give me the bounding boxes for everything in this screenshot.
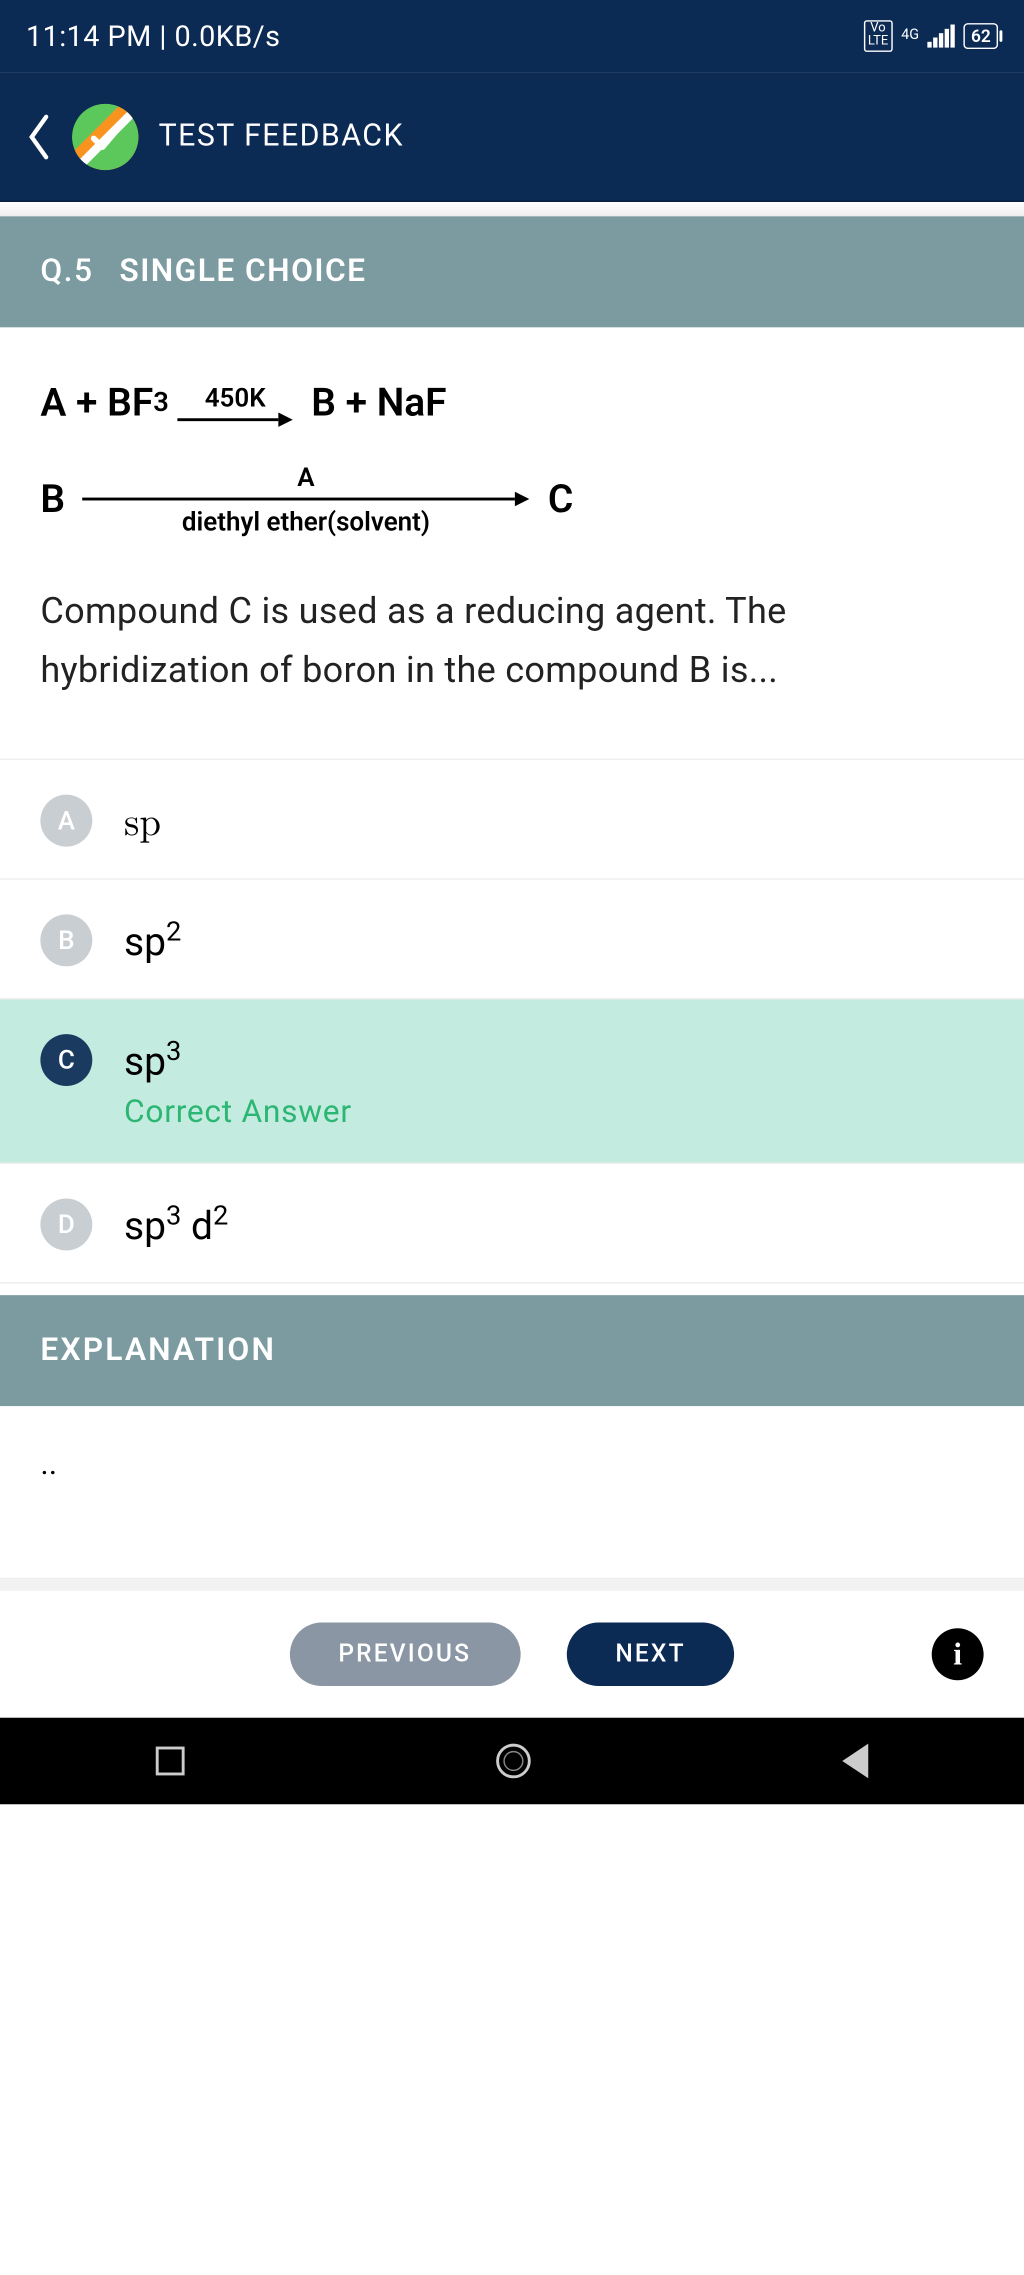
option-b-text: sp2 — [124, 912, 181, 967]
eq1-sub: 3 — [153, 382, 169, 423]
app-header: TEST FEEDBACK — [0, 72, 1024, 202]
network-4g-icon: 4G — [901, 29, 919, 43]
next-button[interactable]: NEXT — [566, 1623, 734, 1686]
options-list: A sp B sp2 C sp3 Correct Answer D sp3 d2 — [0, 759, 1024, 1284]
eq1-left: A + BF — [40, 374, 153, 432]
clock-text: 11:14 PM — [26, 19, 152, 54]
check-badge-icon — [72, 103, 138, 169]
explanation-header: EXPLANATION — [0, 1295, 1024, 1406]
option-c-text: sp3 — [124, 1031, 352, 1086]
option-a[interactable]: A sp — [0, 760, 1024, 880]
signal-icon — [928, 25, 955, 48]
equation-2: B A diethyl ether(solvent) C — [40, 458, 983, 542]
question-prompt: Compound C is used as a reducing agent. … — [40, 582, 983, 701]
status-bar: 11:14 PM | 0.0KB/s VoLTE 4G 62 — [0, 0, 1024, 72]
option-d-badge: D — [40, 1199, 92, 1251]
option-b[interactable]: B sp2 — [0, 880, 1024, 1000]
option-c[interactable]: C sp3 Correct Answer — [0, 999, 1024, 1163]
info-button[interactable]: i — [932, 1628, 984, 1680]
correct-answer-label: Correct Answer — [124, 1095, 352, 1131]
option-b-badge: B — [40, 914, 92, 966]
separator: | — [159, 19, 174, 54]
option-a-text: sp — [124, 792, 161, 847]
question-header: Q.5 SINGLE CHOICE — [0, 216, 1024, 327]
eq2-left: B — [40, 471, 65, 529]
status-time: 11:14 PM | 0.0KB/s — [26, 19, 280, 54]
equation-1: A + BF3 450K B + NaF — [40, 374, 983, 432]
net-speed: 0.0KB/s — [174, 19, 280, 54]
option-c-content: sp3 Correct Answer — [124, 1031, 352, 1131]
question-number: Q.5 — [40, 254, 93, 290]
previous-button[interactable]: PREVIOUS — [289, 1623, 520, 1686]
option-a-badge: A — [40, 795, 92, 847]
button-row: PREVIOUS NEXT i — [0, 1591, 1024, 1718]
battery-level: 62 — [971, 26, 991, 46]
option-d-text: sp3 d2 — [124, 1196, 228, 1251]
arrow-2-label-bot: diethyl ether(solvent) — [182, 503, 430, 542]
volte-icon: VoLTE — [864, 20, 893, 52]
question-type: SINGLE CHOICE — [119, 254, 366, 290]
option-c-badge: C — [40, 1034, 92, 1086]
page-title: TEST FEEDBACK — [159, 119, 404, 154]
battery-icon: 62 — [964, 23, 998, 49]
explanation-body: .. — [0, 1406, 1024, 1579]
question-body: A + BF3 450K B + NaF B A diethyl ether(s… — [0, 327, 1024, 758]
back-button[interactable] — [26, 113, 52, 159]
eq2-right: C — [538, 471, 573, 529]
android-nav-bar — [0, 1718, 1024, 1805]
recent-apps-button[interactable] — [156, 1747, 185, 1776]
arrow-1: 450K — [178, 379, 293, 427]
arrow-2: A diethyl ether(solvent) — [82, 458, 529, 542]
equation-block: A + BF3 450K B + NaF B A diethyl ether(s… — [40, 374, 983, 542]
option-d[interactable]: D sp3 d2 — [0, 1164, 1024, 1284]
status-icons: VoLTE 4G 62 — [864, 20, 999, 52]
home-button[interactable] — [496, 1744, 531, 1779]
eq1-right: B + NaF — [302, 374, 447, 432]
back-nav-button[interactable] — [842, 1744, 868, 1779]
